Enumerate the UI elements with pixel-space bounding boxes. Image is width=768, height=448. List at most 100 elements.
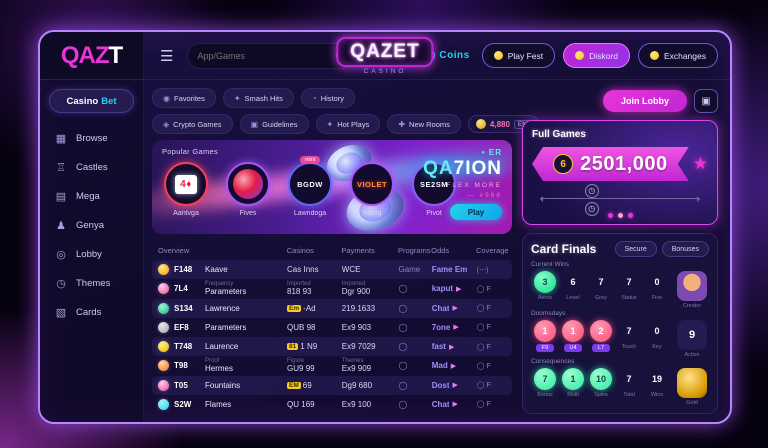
filter-chip[interactable]: ✦ Hot Plays [315, 114, 381, 134]
row-code: 7L4 [174, 284, 188, 294]
odds-link[interactable]: Fame Em [431, 265, 468, 275]
panel-filter-button[interactable]: Secure [614, 241, 657, 257]
carousel-dot[interactable] [627, 213, 633, 218]
sidebar-item[interactable]: ▤ Mega [49, 183, 134, 209]
sidebar: Casino Bet ▦ Browse ♖ Castles ▤ Mega ♟ G… [40, 80, 144, 422]
filter-chip[interactable]: ▣ Guidelines [239, 114, 309, 134]
coverage-indicator[interactable]: ◯ F [476, 285, 491, 293]
coverage-indicator[interactable]: ◯ F [476, 362, 491, 370]
table-row[interactable]: T05 Fountains EM 69 [152, 375, 512, 395]
mode-casino: Casino [66, 95, 99, 107]
stat-item[interactable]: 10 Spins [587, 368, 615, 398]
stat-item[interactable]: 1 Multi [559, 368, 587, 398]
section-side[interactable]: 9 Active [675, 319, 709, 358]
stat-item[interactable]: 7 Total [615, 368, 643, 398]
stat-value: 7 [598, 277, 604, 287]
search-input[interactable] [197, 50, 337, 61]
odds-link[interactable]: kaput [431, 284, 454, 294]
coverage-indicator[interactable]: ◯ F [476, 343, 491, 351]
play-arrow-icon[interactable]: ▶ [453, 324, 459, 332]
carousel-dot[interactable] [607, 213, 613, 218]
coverage-indicator[interactable]: ◯ F [476, 324, 491, 332]
play-arrow-icon[interactable]: ▶ [452, 401, 458, 409]
table-row[interactable]: T98 Proof Hermes Figure GU9 99 [152, 356, 512, 375]
table-row[interactable]: T748 Laurence 81 1 N9 [152, 337, 512, 357]
sidebar-item[interactable]: ▧ Cards [49, 299, 134, 325]
table-row[interactable]: S134 Lawrence Em -Ad [152, 298, 512, 318]
stat-item[interactable]: 1 U4 [559, 319, 587, 352]
stat-item[interactable]: 7 Bonus [531, 368, 559, 398]
play-arrow-icon[interactable]: ▶ [452, 305, 458, 313]
join-button[interactable]: Join Lobby [603, 90, 687, 112]
stat-label: Bonus [537, 392, 553, 398]
menu-icon[interactable]: ☰ [160, 47, 174, 65]
promo-banner[interactable]: Popular Games 4♦ Aantvga Fives [152, 140, 512, 234]
odds-link[interactable]: 7one [431, 322, 451, 332]
table-row[interactable]: EF8 Parameters QUB 98 [152, 318, 512, 337]
stat-item[interactable]: 7 Status [615, 271, 643, 301]
filter-chip[interactable]: ◔ History [300, 88, 356, 108]
jackpot-slider[interactable]: ◷ ◷ [540, 183, 700, 216]
chip-icon: ✚ [398, 119, 406, 129]
odds-link[interactable]: Dost [431, 380, 450, 390]
sidebar-item-label: Mega [76, 190, 100, 202]
sidebar-item[interactable]: ♟ Genya [49, 212, 134, 238]
sidebar-item[interactable]: ♖ Castles [49, 154, 134, 180]
play-arrow-icon[interactable]: ▶ [450, 362, 457, 370]
panel-filter-button[interactable]: Bonuses [661, 241, 709, 257]
featured-game[interactable]: Fives [224, 162, 272, 217]
mode-bet: Bet [101, 95, 117, 107]
filter-chip[interactable]: ✦ Smash Hits [222, 88, 294, 108]
brand-logo[interactable]: QAZT [40, 32, 144, 79]
odds-link[interactable]: fast [431, 342, 446, 352]
topbar-button[interactable]: Exchanges [637, 43, 718, 68]
stat-item[interactable]: 7 Grey [587, 271, 615, 301]
coverage-indicator[interactable]: (⋯) [476, 266, 489, 274]
featured-game[interactable]: VIOLET Swing [348, 162, 396, 217]
coverage-indicator[interactable]: ◯ F [476, 382, 491, 390]
table-row[interactable]: 7L4 Frequency Parameters Imported 818 93 [152, 279, 512, 298]
play-arrow-icon[interactable]: ▶ [448, 343, 455, 351]
casino-bet-toggle[interactable]: Casino Bet [49, 89, 134, 113]
slider-handle[interactable]: ◷ [584, 201, 599, 216]
play-button[interactable]: Play [450, 204, 502, 220]
stat-item[interactable]: 1 F9 [531, 319, 559, 352]
section-side[interactable]: Gold [675, 368, 709, 406]
search-bar[interactable] [187, 42, 356, 69]
featured-game[interactable]: SE2SM Pivot [410, 162, 458, 217]
stat-label: Level [566, 295, 580, 301]
sidebar-item[interactable]: ◎ Lobby [49, 241, 134, 267]
sidebar-item[interactable]: ◷ Themes [49, 270, 134, 296]
section-side[interactable]: Creator [675, 271, 709, 309]
play-arrow-icon[interactable]: ▶ [456, 285, 462, 293]
stat-item[interactable]: 0 Five [643, 271, 671, 301]
coverage-indicator[interactable]: ◯ F [476, 401, 491, 409]
topbar-button[interactable]: Diskord [563, 43, 630, 68]
topbar-button[interactable]: Play Fest [481, 43, 556, 68]
sidebar-item[interactable]: ▦ Browse [49, 125, 134, 151]
sidebar-item-label: Genya [76, 219, 104, 231]
stat-item[interactable]: 2 L7 [587, 319, 615, 352]
odds-link[interactable]: Chat [431, 399, 450, 409]
stat-item[interactable]: 6 Level [559, 271, 587, 301]
coverage-indicator[interactable]: ◯ F [476, 305, 491, 313]
game-circle: BGDW [288, 162, 332, 206]
featured-game[interactable]: mini BGDW Lawndoga [286, 156, 334, 217]
table-row[interactable]: F148 Kaave Cas Inns [152, 260, 512, 280]
stat-item[interactable]: 3 Aeros [531, 271, 559, 301]
stat-item[interactable]: 19 Wins [643, 368, 671, 398]
game-circle: VIOLET [350, 162, 394, 206]
featured-game[interactable]: 4♦ Aantvga [162, 162, 210, 217]
carousel-dot[interactable] [617, 213, 623, 218]
filter-chip[interactable]: ✚ New Rooms [387, 114, 461, 134]
odds-link[interactable]: Mad [431, 361, 448, 371]
slider-handle[interactable]: ◷ [584, 183, 599, 198]
play-arrow-icon[interactable]: ▶ [452, 382, 458, 390]
odds-link[interactable]: Chat [431, 303, 450, 313]
vault-icon[interactable]: ▣ [694, 89, 718, 113]
filter-chip[interactable]: ◉ Favorites [152, 88, 216, 108]
stat-item[interactable]: 7 Touch [615, 320, 643, 352]
table-row[interactable]: S2W Flames QU 169 [152, 395, 512, 414]
stat-item[interactable]: 0 Key [643, 320, 671, 352]
filter-chip[interactable]: ◈ Crypto Games [152, 114, 233, 134]
